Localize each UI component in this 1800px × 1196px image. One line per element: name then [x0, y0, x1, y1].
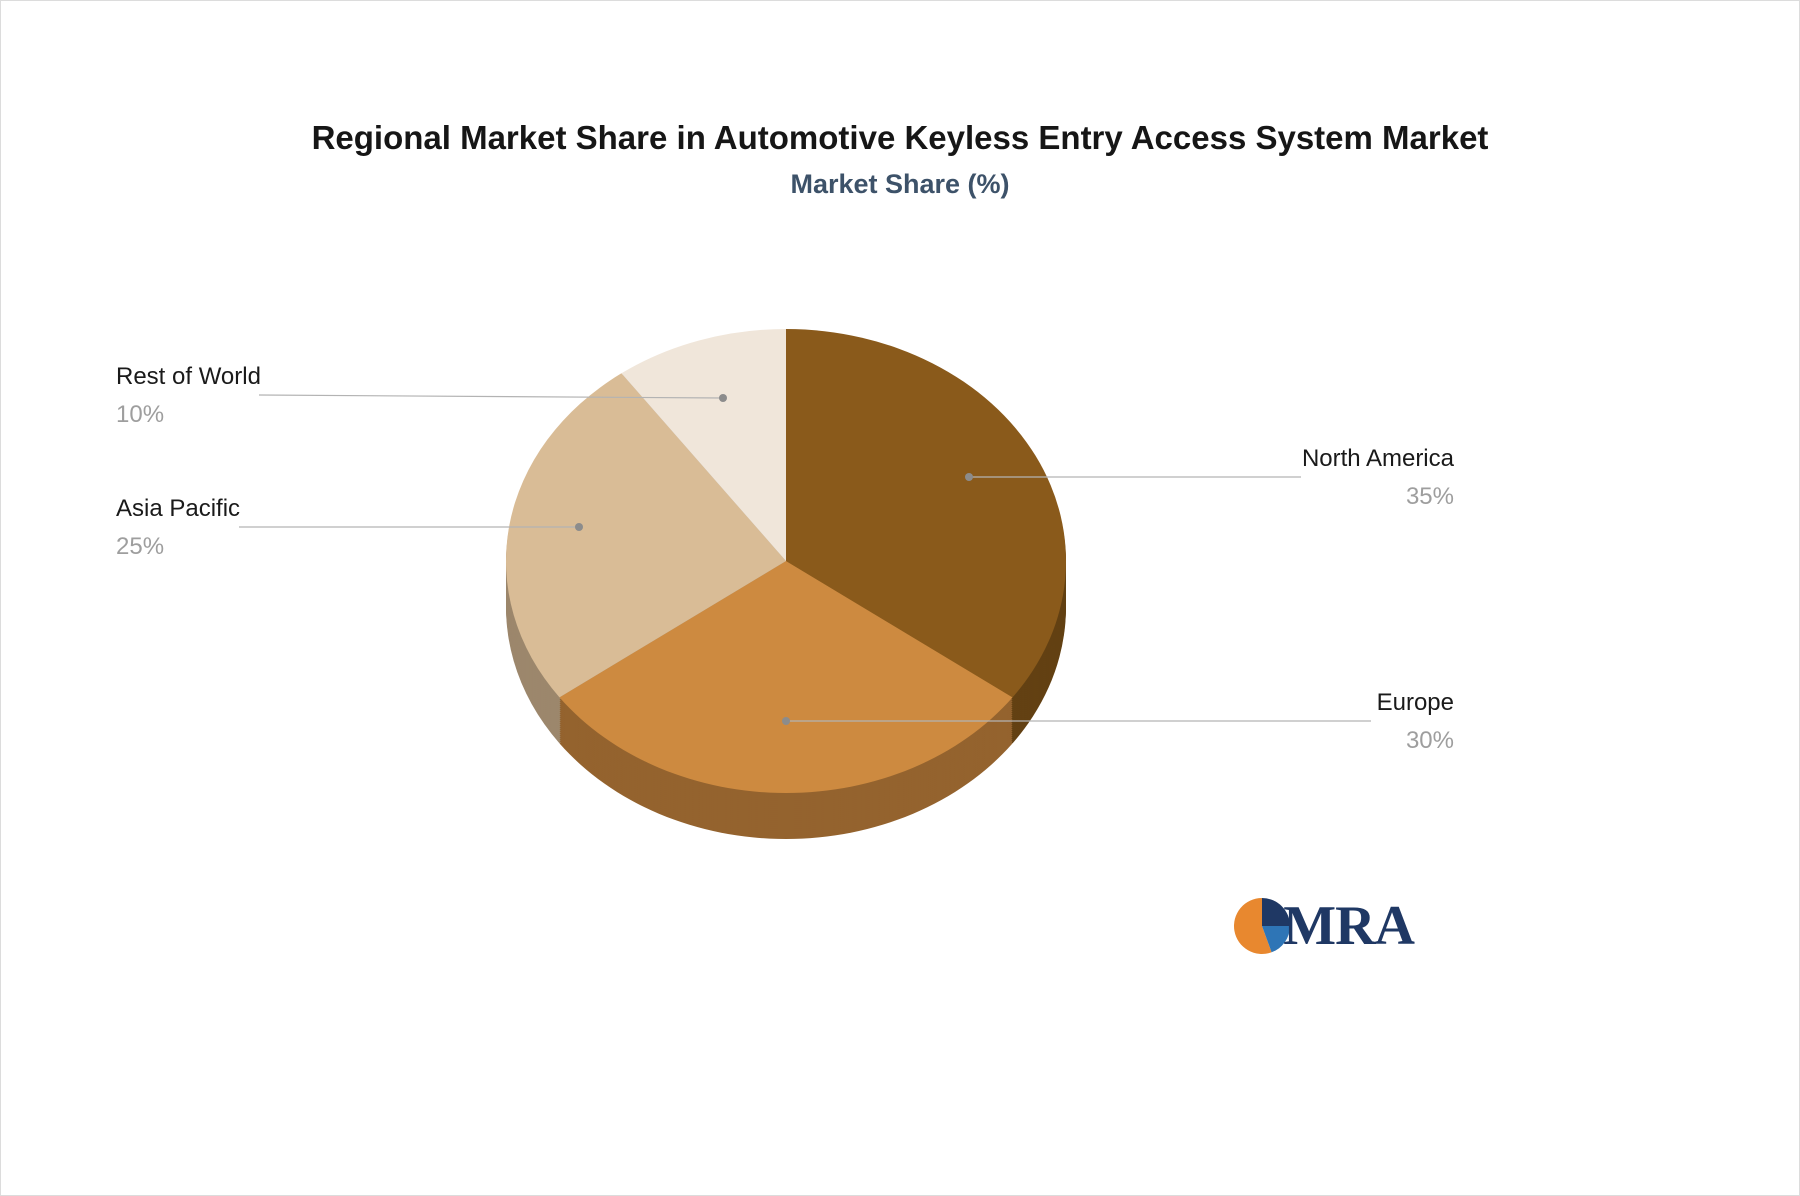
pie-slice-rest-of-world — [621, 329, 786, 561]
callout-label-asia-pacific: Asia Pacific — [116, 495, 241, 522]
brand-logo-text: MRA — [1283, 895, 1415, 957]
callout-value-rest-of-world: 10% — [116, 401, 165, 428]
callout-north-america: North America 35% — [1302, 445, 1454, 511]
callout-label-europe: Europe — [1376, 689, 1454, 716]
leader-dot — [719, 394, 727, 402]
leader-dot — [965, 473, 973, 481]
callout-asia-pacific: Asia Pacific 25% — [116, 495, 240, 561]
callout-europe: Europe 30% — [1377, 689, 1454, 755]
chart-title: Regional Market Share in Automotive Keyl… — [311, 119, 1489, 156]
pie-slice-asia-pacific — [505, 373, 786, 698]
callout-label-north-america: North America — [1301, 445, 1454, 472]
leader-line — [258, 394, 724, 399]
callout-label-rest-of-world: Rest of World — [116, 363, 261, 390]
callout-value-europe: 30% — [1405, 727, 1454, 754]
brand-logo: MRA — [1233, 895, 1415, 957]
callout-rest-of-world: Rest of World 10% — [116, 363, 261, 429]
pie-slice-europe — [559, 561, 1013, 793]
brand-logo-icon — [1234, 898, 1291, 954]
chart-subtitle: Market Share (%) — [790, 169, 1010, 199]
callout-value-north-america: 35% — [1405, 483, 1454, 510]
leader-dot — [782, 717, 790, 725]
callout-value-asia-pacific: 25% — [116, 533, 165, 560]
pie-slice-north-america — [786, 329, 1066, 698]
leader-dot — [575, 523, 583, 531]
